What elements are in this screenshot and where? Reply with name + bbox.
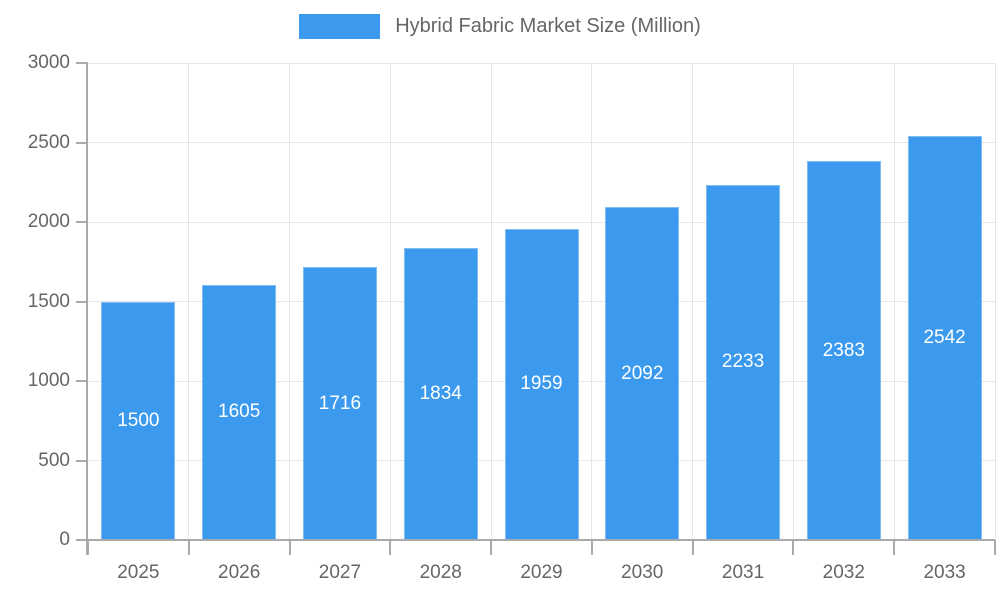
y-gridline: [88, 62, 995, 64]
bar-value-label: 1834: [419, 383, 462, 405]
y-axis-tick-label: 500: [38, 449, 70, 471]
bar-2033[interactable]: 2542: [907, 135, 982, 540]
x-axis-line: [88, 539, 995, 541]
y-axis-tick: [76, 380, 88, 382]
x-axis-tick-label: 2028: [419, 562, 462, 583]
y-axis-tick: [76, 539, 88, 541]
y-axis-tick: [76, 141, 88, 144]
legend[interactable]: Hybrid Fabric Market Size (Million): [0, 14, 1000, 39]
x-gridline: [188, 63, 190, 540]
x-gridline: [389, 63, 391, 540]
x-axis-tick: [792, 540, 795, 555]
bar-2027[interactable]: 1716: [302, 267, 377, 540]
x-axis-tick: [893, 540, 896, 555]
bar-2026[interactable]: 1605: [202, 284, 277, 540]
x-axis-tick-label: 2025: [117, 562, 160, 583]
y-axis-tick: [76, 221, 88, 223]
x-gridline: [692, 63, 694, 540]
x-axis-tick: [590, 540, 593, 555]
x-axis-tick-label: 2026: [218, 562, 261, 583]
bar-value-label: 1959: [520, 373, 563, 395]
x-gridline: [994, 63, 996, 540]
y-gridline: [88, 221, 995, 223]
x-axis-tick: [288, 540, 291, 555]
x-gridline: [792, 63, 794, 540]
y-axis-tick: [76, 62, 88, 64]
x-axis-tick-label: 2033: [923, 562, 966, 583]
bar-2025[interactable]: 1500: [101, 301, 176, 540]
x-axis-tick-label: 2030: [621, 562, 664, 583]
y-axis-tick: [76, 300, 88, 303]
y-gridline: [88, 142, 995, 143]
bar-2032[interactable]: 2383: [806, 161, 881, 540]
x-axis-tick-label: 2027: [318, 562, 362, 583]
x-axis-tick-label: 2032: [822, 562, 865, 583]
bar-2028[interactable]: 1834: [403, 248, 478, 540]
bar-value-label: 2542: [923, 326, 966, 348]
x-gridline: [490, 63, 492, 540]
x-axis-tick-label: 2031: [721, 562, 765, 583]
bar-value-label: 2233: [721, 351, 765, 373]
bar-value-label: 1716: [318, 392, 362, 414]
x-gridline: [893, 63, 895, 540]
bar-2031[interactable]: 2233: [706, 184, 781, 540]
x-axis-tick: [691, 540, 694, 555]
legend-swatch-icon: [299, 14, 381, 39]
y-axis-tick-label: 1000: [27, 370, 70, 391]
y-axis-tick-label: 2500: [27, 131, 70, 153]
bar-value-label: 2092: [621, 362, 664, 384]
y-axis-tick: [76, 459, 88, 462]
x-axis-tick: [490, 540, 493, 555]
bar-value-label: 1500: [117, 409, 160, 431]
y-axis-tick-label: 3000: [27, 52, 70, 73]
x-axis-tick: [187, 540, 190, 555]
x-gridline: [289, 63, 291, 540]
x-axis-tick: [389, 540, 392, 555]
y-axis-tick-label: 2000: [27, 211, 70, 232]
bar-value-label: 2383: [822, 339, 865, 361]
bar-2029[interactable]: 1959: [504, 228, 579, 540]
x-axis-tick: [87, 540, 89, 555]
x-gridline: [591, 63, 593, 540]
bar-2030[interactable]: 2092: [605, 207, 680, 540]
legend-label: Hybrid Fabric Market Size (Million): [395, 15, 701, 37]
y-axis-line: [86, 63, 88, 555]
bar-value-label: 1605: [218, 401, 261, 423]
x-axis-tick-label: 2029: [520, 562, 563, 583]
y-axis-tick-label: 1500: [27, 290, 70, 312]
x-axis-tick: [994, 540, 996, 555]
y-axis-tick-label: 0: [59, 529, 70, 550]
